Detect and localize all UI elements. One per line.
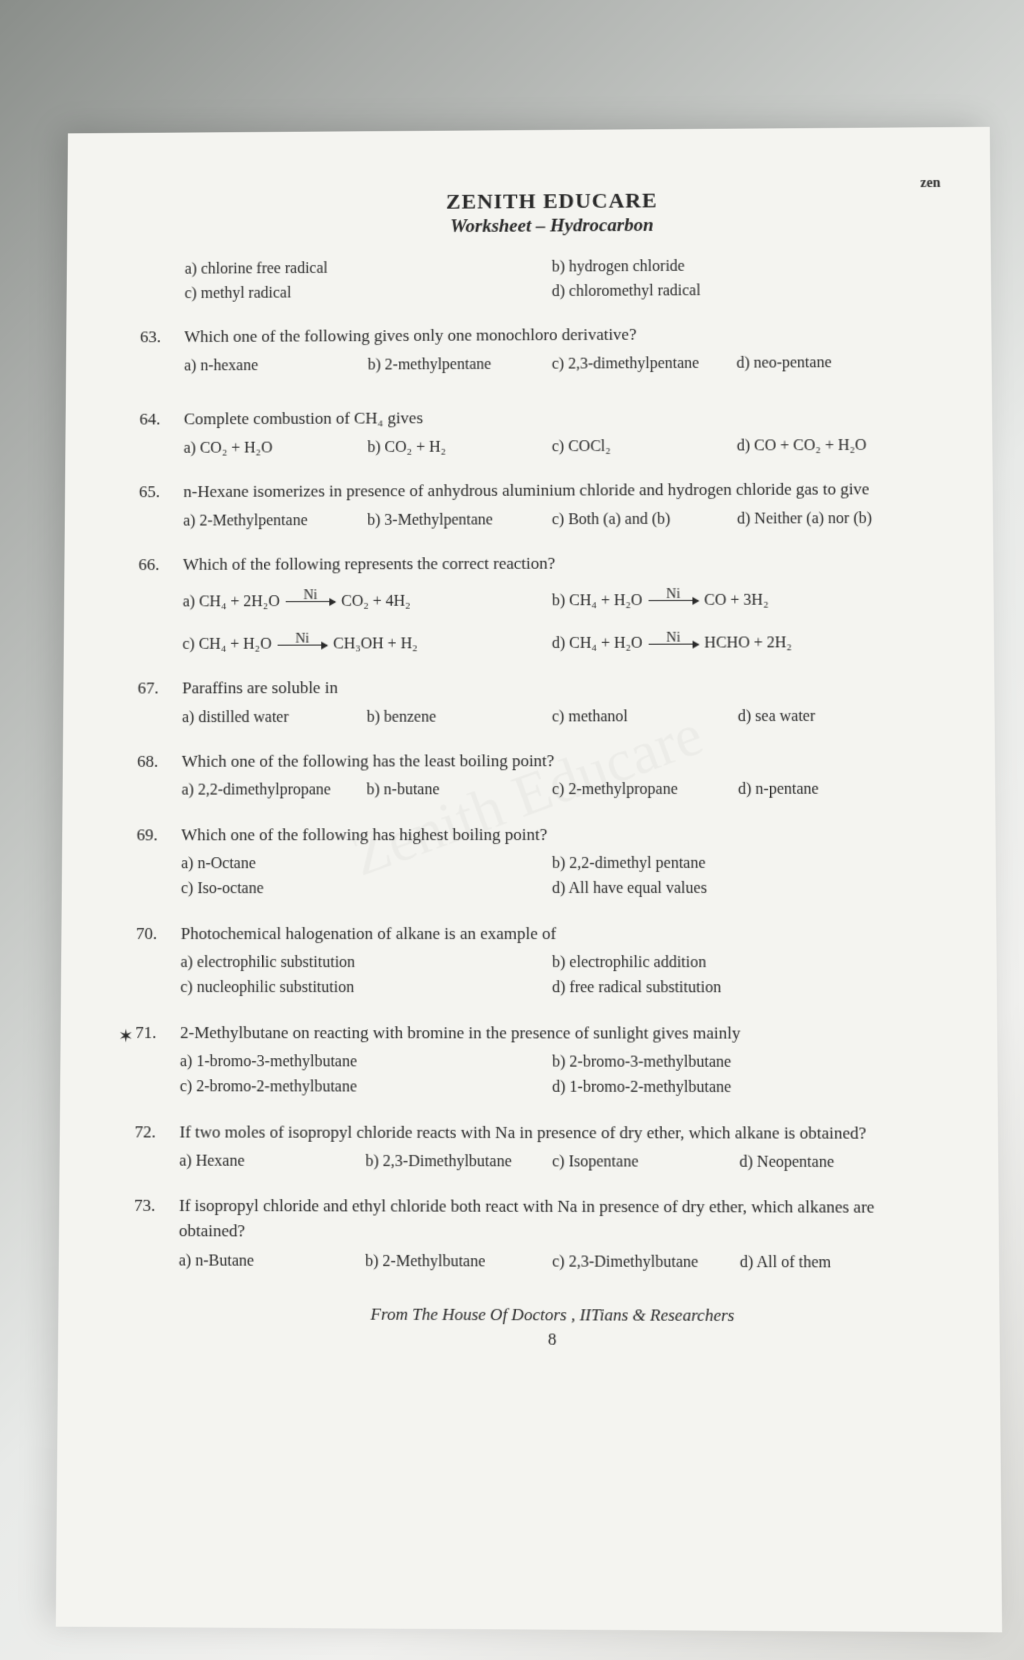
option-b: b) CO₂ + H₂: [367, 434, 551, 460]
org-title: ZENITH EDUCARE: [185, 186, 921, 216]
option-b: b) electrophilic addition: [552, 950, 926, 975]
question-text: If two moles of isopropyl chloride react…: [179, 1120, 927, 1146]
option-c: c) Iso-octane: [181, 876, 552, 901]
option-b: b) 2-methylpentane: [368, 352, 552, 378]
worksheet-subtitle: Worksheet – Hydrocarbon: [185, 213, 921, 239]
option-c: c) methanol: [552, 704, 738, 729]
orphan-question-options: a) chlorine free radical b) hydrogen chl…: [185, 253, 922, 307]
option-a: a) Hexane: [179, 1149, 365, 1175]
page-footer: From The House Of Doctors , IITians & Re…: [178, 1304, 928, 1327]
option-a: a) chlorine free radical: [185, 255, 552, 282]
option-b: b) CH₄ + H₂O Ni CO + 3H₂: [552, 587, 924, 613]
question-68: 68. Which one of the following has the l…: [182, 748, 925, 803]
question-66: 66. Which of the following represents th…: [182, 550, 923, 656]
option-c: c) 2,3-dimethylpentane: [552, 351, 737, 377]
question-text: Complete combustion of CH₄ gives: [184, 404, 923, 432]
question-number: 68.: [137, 750, 158, 774]
option-c: c) 2-methylpropane: [552, 777, 738, 802]
question-number: 69.: [137, 823, 158, 848]
brand-logo-hint: zen: [920, 176, 940, 192]
question-text: 2-Methylbutane on reacting with bromine …: [180, 1021, 927, 1046]
option-d: d) n-pentane: [738, 777, 925, 802]
option-a: a) n-Butane: [179, 1248, 366, 1274]
option-d: d) neo-pentane: [736, 350, 921, 376]
option-b: b) 3-Methylpentane: [367, 507, 552, 533]
option-a: a) n-Octane: [181, 851, 552, 876]
question-number: 71.: [135, 1021, 156, 1046]
question-64: 64. Complete combustion of CH₄ gives a) …: [184, 404, 923, 460]
option-d: d) All have equal values: [552, 876, 926, 901]
option-a: a) distilled water: [182, 704, 367, 729]
option-a: a) 1-bromo-3-methylbutane: [180, 1049, 552, 1075]
question-63: 63. Which one of the following gives onl…: [184, 322, 922, 379]
worksheet-page: Zenith Educare zen ZENITH EDUCARE Worksh…: [56, 127, 1002, 1632]
reaction-arrow-icon: Ni: [648, 643, 698, 644]
option-b: b) n-butane: [366, 778, 552, 803]
option-d: d) CH₄ + H₂O Ni HCHO + 2H₂: [552, 630, 924, 656]
question-72: 72. If two moles of isopropyl chloride r…: [179, 1120, 927, 1176]
option-a: a) n-hexane: [184, 353, 368, 379]
reaction-arrow-icon: Ni: [278, 644, 328, 645]
question-number: 73.: [134, 1194, 155, 1219]
option-c: c) COCl₂: [552, 434, 737, 460]
option-c: c) Isopentane: [552, 1149, 739, 1175]
option-c: c) CH₄ + H₂O Ni CH₃OH + H₂: [182, 631, 552, 657]
question-text: n-Hexane isomerizes in presence of anhyd…: [183, 477, 922, 504]
option-a: a) 2-Methylpentane: [183, 508, 367, 533]
question-65: 65. n-Hexane isomerizes in presence of a…: [183, 477, 923, 533]
option-d: d) All of them: [740, 1250, 928, 1276]
question-number: 64.: [139, 408, 160, 432]
option-d: d) chloromethyl radical: [552, 277, 922, 304]
option-d: d) Neopentane: [739, 1150, 927, 1176]
question-number: 66.: [138, 553, 159, 577]
question-text: Paraffins are soluble in: [182, 675, 924, 701]
question-69: 69. Which one of the following has highe…: [181, 822, 926, 901]
question-text: Which one of the following gives only on…: [184, 322, 921, 350]
question-number: 67.: [138, 677, 159, 701]
option-c: c) 2,3-Dimethylbutane: [552, 1249, 740, 1275]
option-b: b) 2,2-dimethyl pentane: [552, 851, 925, 876]
question-73: 73. If isopropyl chloride and ethyl chlo…: [179, 1194, 928, 1275]
question-67: 67. Paraffins are soluble in a) distille…: [182, 675, 924, 730]
question-71: ✶ 71. 2-Methylbutane on reacting with br…: [180, 1021, 927, 1101]
reaction-arrow-icon: Ni: [648, 600, 698, 601]
reaction-arrow-icon: Ni: [286, 601, 336, 602]
option-b: b) hydrogen chloride: [552, 253, 921, 280]
option-c: c) nucleophilic substitution: [180, 975, 552, 1000]
question-number: 65.: [139, 480, 160, 504]
question-text: If isopropyl chloride and ethyl chloride…: [179, 1194, 928, 1246]
option-c: c) methyl radical: [185, 280, 552, 307]
option-d: d) sea water: [738, 703, 925, 728]
option-c: c) Both (a) and (b): [552, 506, 737, 532]
question-number: 70.: [136, 922, 157, 947]
option-a: a) 2,2-dimethylpropane: [182, 778, 367, 803]
question-text: Which one of the following has the least…: [182, 748, 925, 774]
question-text: Which of the following represents the co…: [183, 550, 923, 577]
question-number: 63.: [140, 326, 161, 350]
option-c: c) 2-bromo-2-methylbutane: [180, 1075, 552, 1101]
option-d: d) 1-bromo-2-methylbutane: [552, 1075, 927, 1101]
option-d: d) CO + CO₂ + H₂O: [737, 433, 923, 459]
option-a: a) electrophilic substitution: [180, 950, 552, 975]
option-b: b) 2-Methylbutane: [365, 1249, 552, 1275]
page-number: 8: [178, 1328, 928, 1351]
option-d: d) free radical substitution: [552, 976, 926, 1001]
option-d: d) Neither (a) nor (b): [737, 506, 923, 532]
question-70: 70. Photochemical halogenation of alkane…: [180, 921, 926, 1000]
star-icon: ✶: [118, 1023, 133, 1049]
option-b: b) 2-bromo-3-methylbutane: [552, 1050, 927, 1076]
question-text: Which one of the following has highest b…: [181, 822, 925, 847]
option-b: b) benzene: [367, 704, 552, 729]
option-b: b) 2,3-Dimethylbutane: [365, 1149, 552, 1175]
page-header: ZENITH EDUCARE Worksheet – Hydrocarbon: [185, 186, 921, 240]
option-a: a) CH₄ + 2H₂O Ni CO₂ + 4H₂: [183, 588, 552, 614]
option-a: a) CO₂ + H₂O: [184, 435, 368, 461]
question-number: 72.: [135, 1120, 156, 1145]
question-text: Photochemical halogenation of alkane is …: [181, 921, 926, 946]
